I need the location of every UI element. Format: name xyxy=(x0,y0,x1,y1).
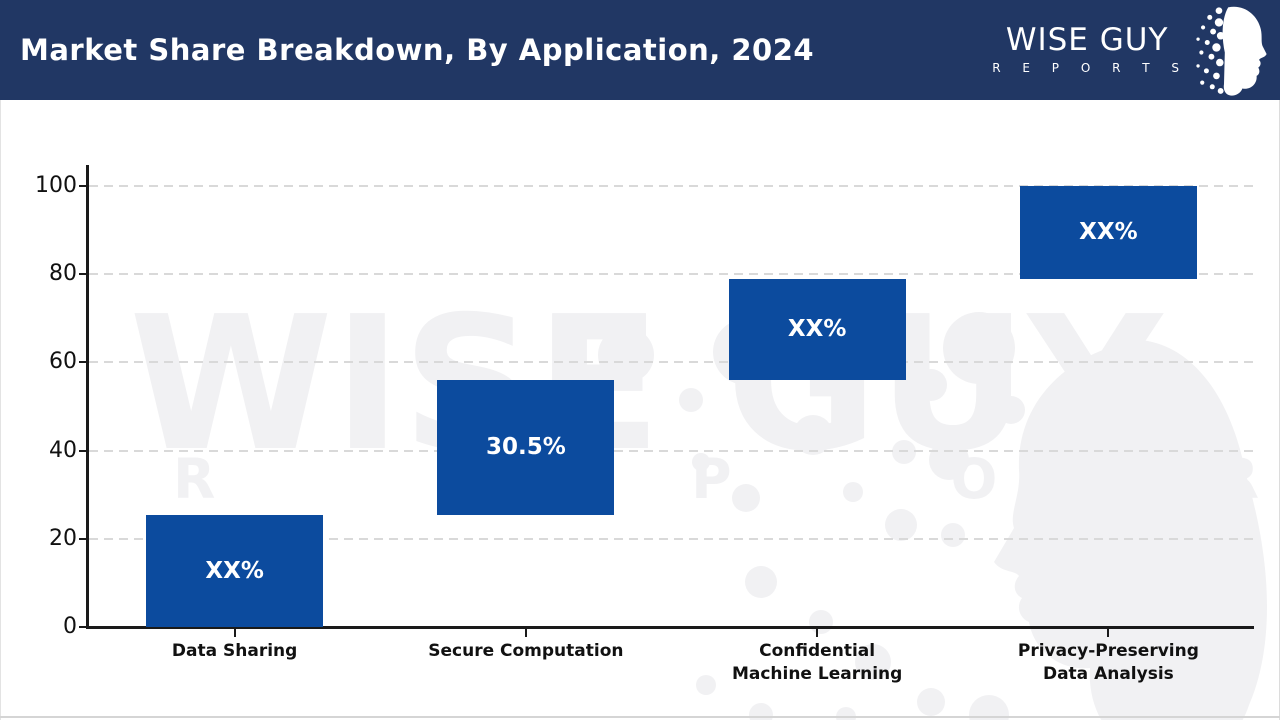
y-tick-label: 80 xyxy=(49,261,77,287)
x-category-label: Confidential Machine Learning xyxy=(731,641,903,684)
y-gridline xyxy=(89,537,1254,540)
x-tick-mark xyxy=(233,629,236,637)
y-tick-label: 20 xyxy=(49,525,77,551)
bar-value-label: XX% xyxy=(787,316,847,343)
y-tick-mark xyxy=(79,537,87,540)
x-category-label: Secure Computation xyxy=(428,641,624,661)
y-gridline xyxy=(89,449,1254,452)
y-tick-mark xyxy=(79,626,87,628)
bar-value-label: 30.5% xyxy=(485,434,566,461)
chart-title: Market Share Breakdown, By Application, … xyxy=(20,33,815,67)
y-gridline xyxy=(89,273,1254,276)
brand-logo-text: WISE GUY R E P O R T S xyxy=(986,22,1188,76)
x-category-label: Data Sharing xyxy=(171,641,298,661)
chart-bar: XX% xyxy=(728,278,906,381)
x-category-label: Privacy-Preserving Data Analysis xyxy=(1017,641,1199,684)
chart-area: WISE GUY R E P O R T S 020406080100XX%Da… xyxy=(0,100,1280,720)
brand-head-icon xyxy=(1196,6,1267,96)
y-tick-label: 40 xyxy=(49,437,77,463)
brand-name: WISE GUY xyxy=(1005,22,1169,58)
y-tick-mark xyxy=(79,273,87,276)
y-tick-mark xyxy=(79,185,87,187)
brand-logo: WISE GUY R E P O R T S xyxy=(986,0,1268,100)
y-tick-mark xyxy=(79,449,87,452)
x-tick-mark xyxy=(816,629,819,637)
bottom-divider xyxy=(0,716,1280,718)
chart-bar: 30.5% xyxy=(437,380,615,515)
x-tick-mark xyxy=(1107,629,1110,637)
x-tick-mark xyxy=(524,629,527,637)
bar-value-label: XX% xyxy=(205,557,264,584)
plot-region: 0 20 40 60 80 100 XX% Data Sharing 30.5% Secure C… xyxy=(1,100,1280,720)
y-gridline xyxy=(89,185,1254,187)
chart-bar: XX% xyxy=(1019,186,1197,279)
y-axis-line xyxy=(86,165,89,629)
y-tick-mark xyxy=(79,361,87,364)
y-gridline xyxy=(89,361,1254,364)
x-axis-line xyxy=(86,626,1254,629)
y-tick-label: 100 xyxy=(35,173,77,198)
y-tick-label: 60 xyxy=(49,349,77,375)
y-tick-label: 0 xyxy=(63,614,77,639)
chart-bar: XX% xyxy=(146,514,324,627)
bar-value-label: XX% xyxy=(1079,219,1138,246)
header-bar: Market Share Breakdown, By Application, … xyxy=(0,0,1280,100)
brand-subtitle: R E P O R T S xyxy=(992,61,1188,75)
